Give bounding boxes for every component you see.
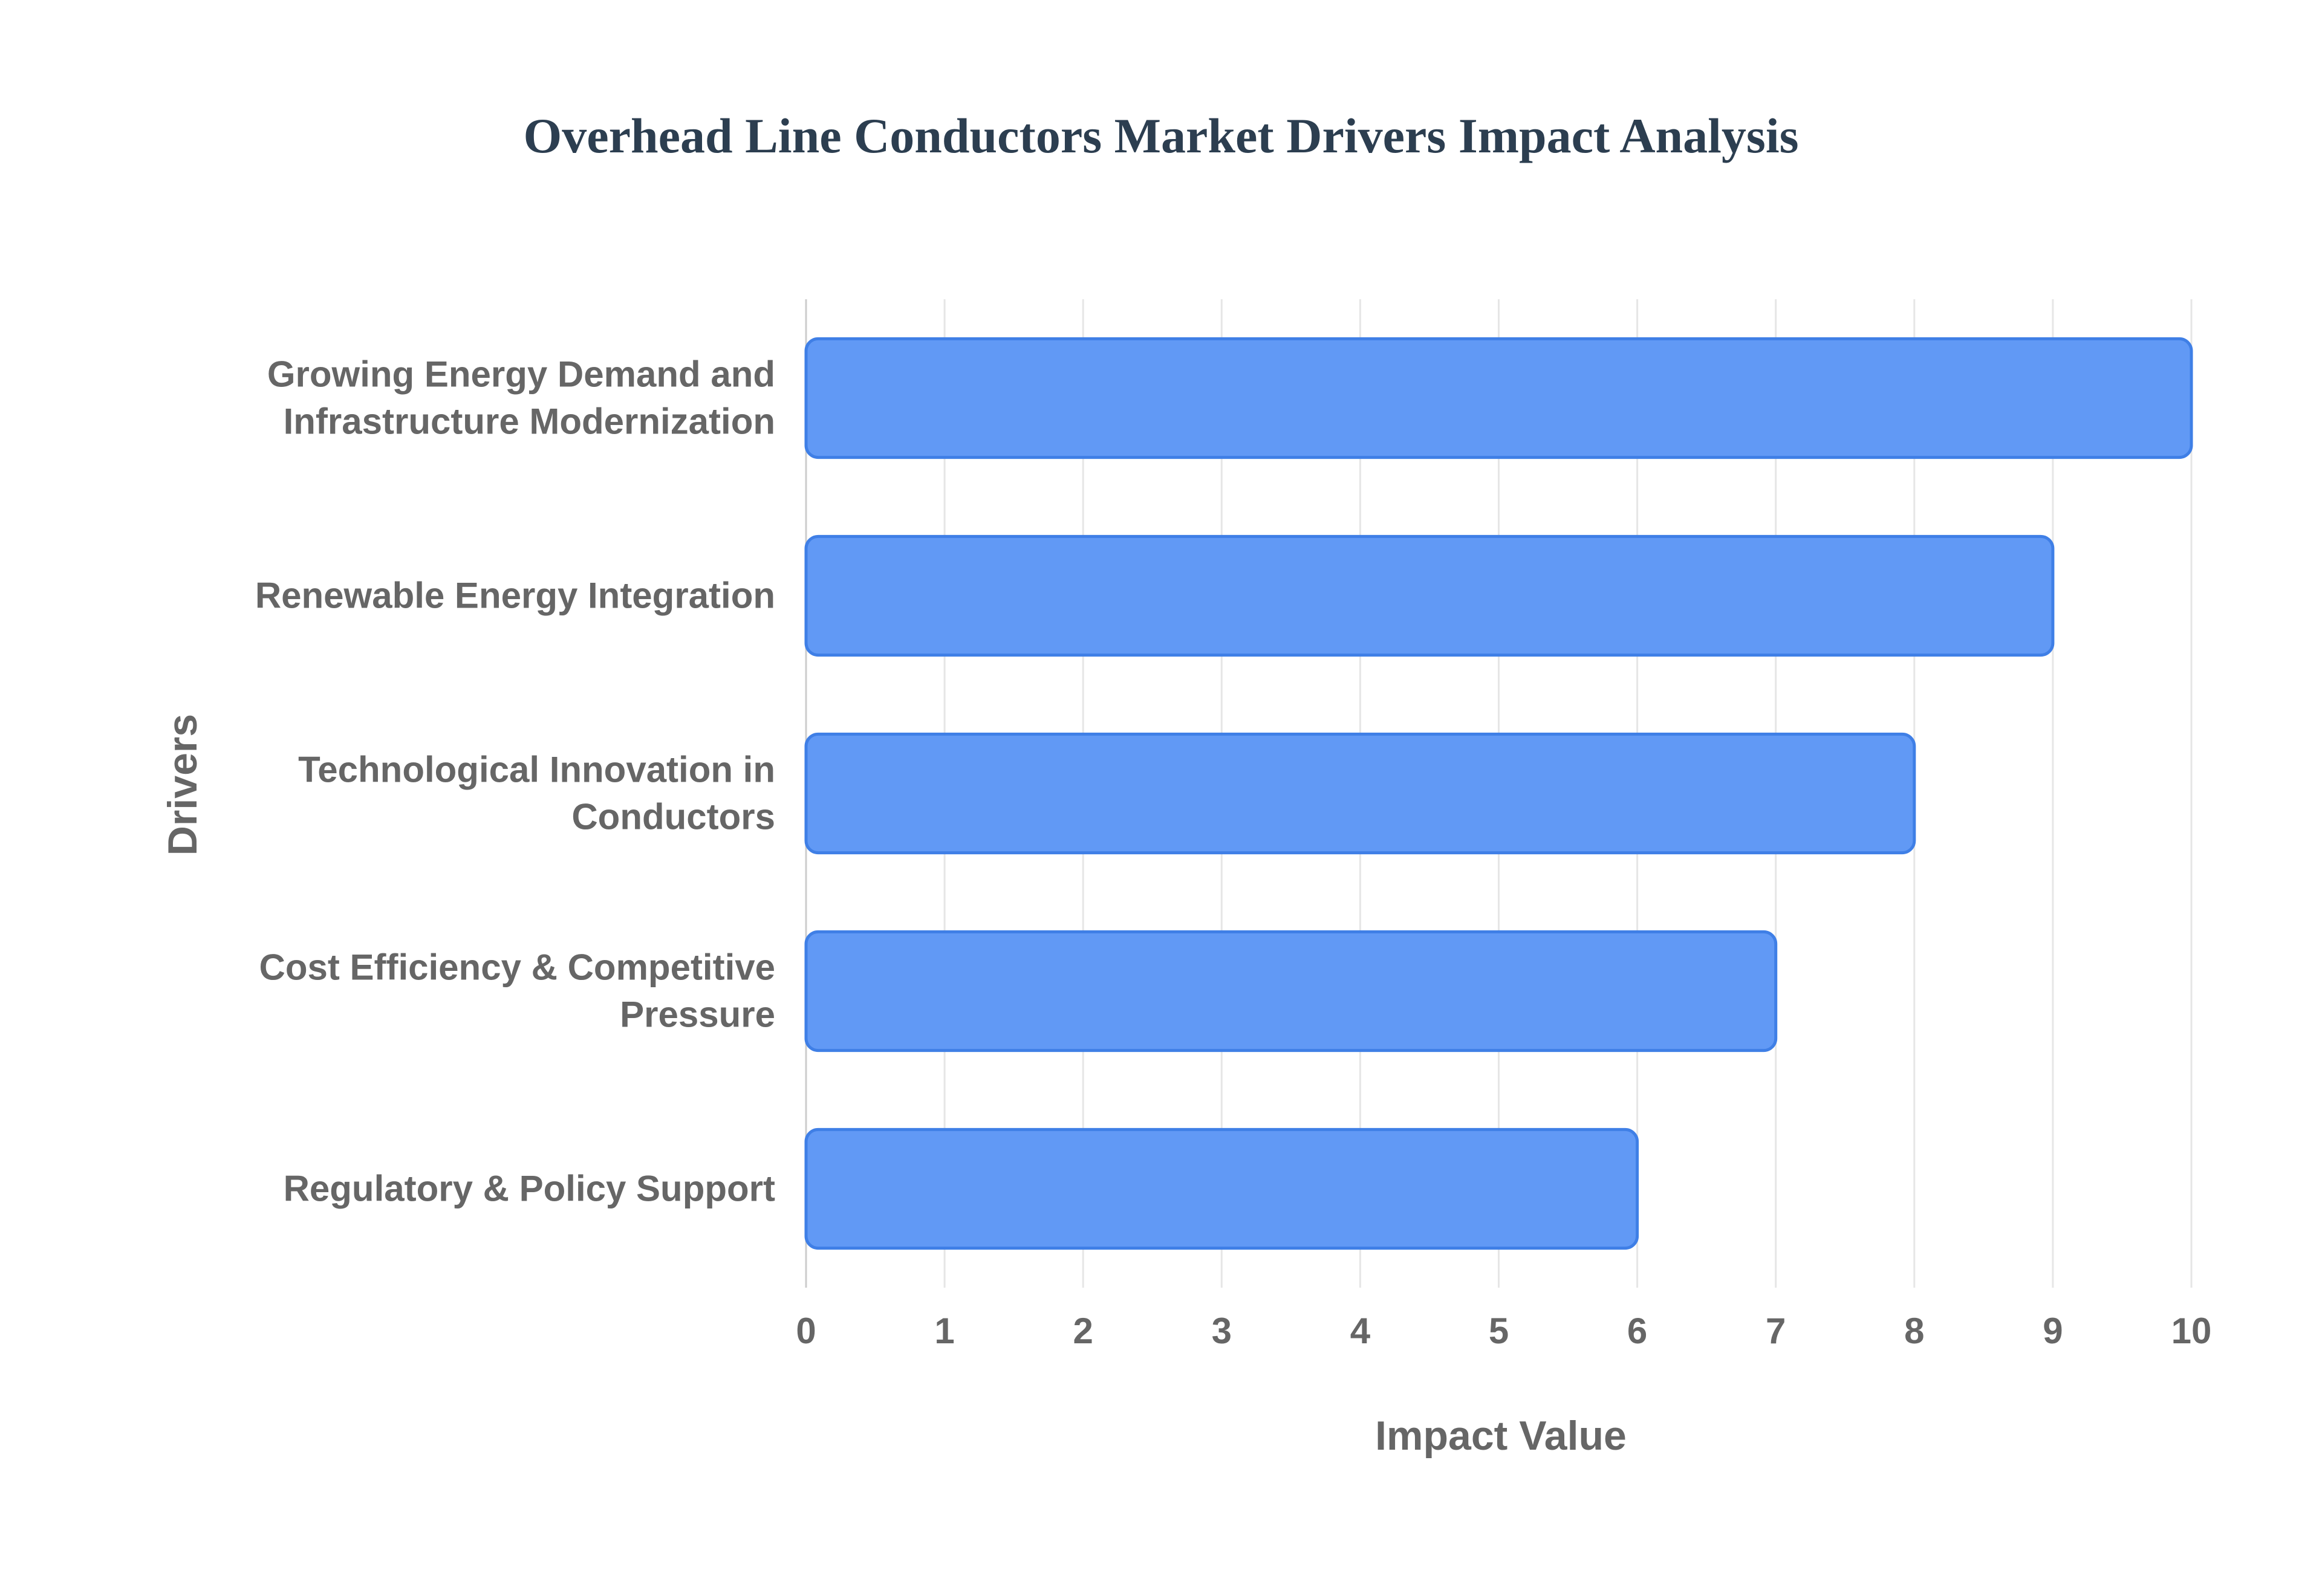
x-tick-label: 0	[796, 1311, 816, 1351]
bar[interactable]	[804, 930, 1778, 1053]
y-category-label: Growing Energy Demand and Infrastructure …	[267, 354, 775, 442]
x-tick-label: 7	[1766, 1311, 1786, 1351]
x-tick-label: 10	[2171, 1311, 2212, 1351]
x-axis-title: Impact Value	[1375, 1413, 1627, 1459]
y-category-label: Renewable Energy Integration	[255, 576, 775, 616]
x-tick-label: 5	[1489, 1311, 1509, 1351]
y-category-label: Technological Innovation in Conductors	[298, 750, 775, 837]
y-category-label-line: Growing Energy Demand and	[267, 354, 775, 395]
x-tick-label: 3	[1212, 1311, 1232, 1351]
y-category-label-line: Regulatory & Policy Support	[284, 1169, 775, 1209]
x-tick-label: 9	[2043, 1311, 2063, 1351]
y-category-label-line: Pressure	[620, 994, 775, 1035]
x-tick-label: 4	[1350, 1311, 1371, 1351]
bar[interactable]	[804, 534, 2055, 657]
bar[interactable]	[804, 732, 1916, 855]
y-category-label-line: Infrastructure Modernization	[284, 401, 775, 442]
y-category-label-line: Conductors	[571, 797, 775, 837]
y-axis-categories: Growing Energy Demand and Infrastructure …	[255, 354, 775, 1209]
y-category-label: Regulatory & Policy Support	[284, 1169, 775, 1209]
chart-title: Overhead Line Conductors Market Drivers …	[523, 108, 1798, 163]
x-tick-label: 8	[1904, 1311, 1924, 1351]
bar[interactable]	[804, 337, 2193, 459]
bars	[804, 337, 2193, 1250]
bar[interactable]	[804, 1127, 1639, 1250]
y-axis-title: Drivers	[160, 714, 206, 855]
x-axis-ticks: 0 1 2 3 4 5 6 7 8 9 10	[796, 1311, 2211, 1351]
y-category-label: Cost Efficiency & Competitive Pressure	[259, 947, 775, 1035]
y-category-label-line: Cost Efficiency & Competitive	[259, 947, 775, 988]
y-category-label-line: Renewable Energy Integration	[255, 576, 775, 616]
x-tick-label: 6	[1627, 1311, 1647, 1351]
y-category-label-line: Technological Innovation in	[298, 750, 775, 790]
x-tick-label: 1	[934, 1311, 954, 1351]
x-tick-label: 2	[1073, 1311, 1093, 1351]
